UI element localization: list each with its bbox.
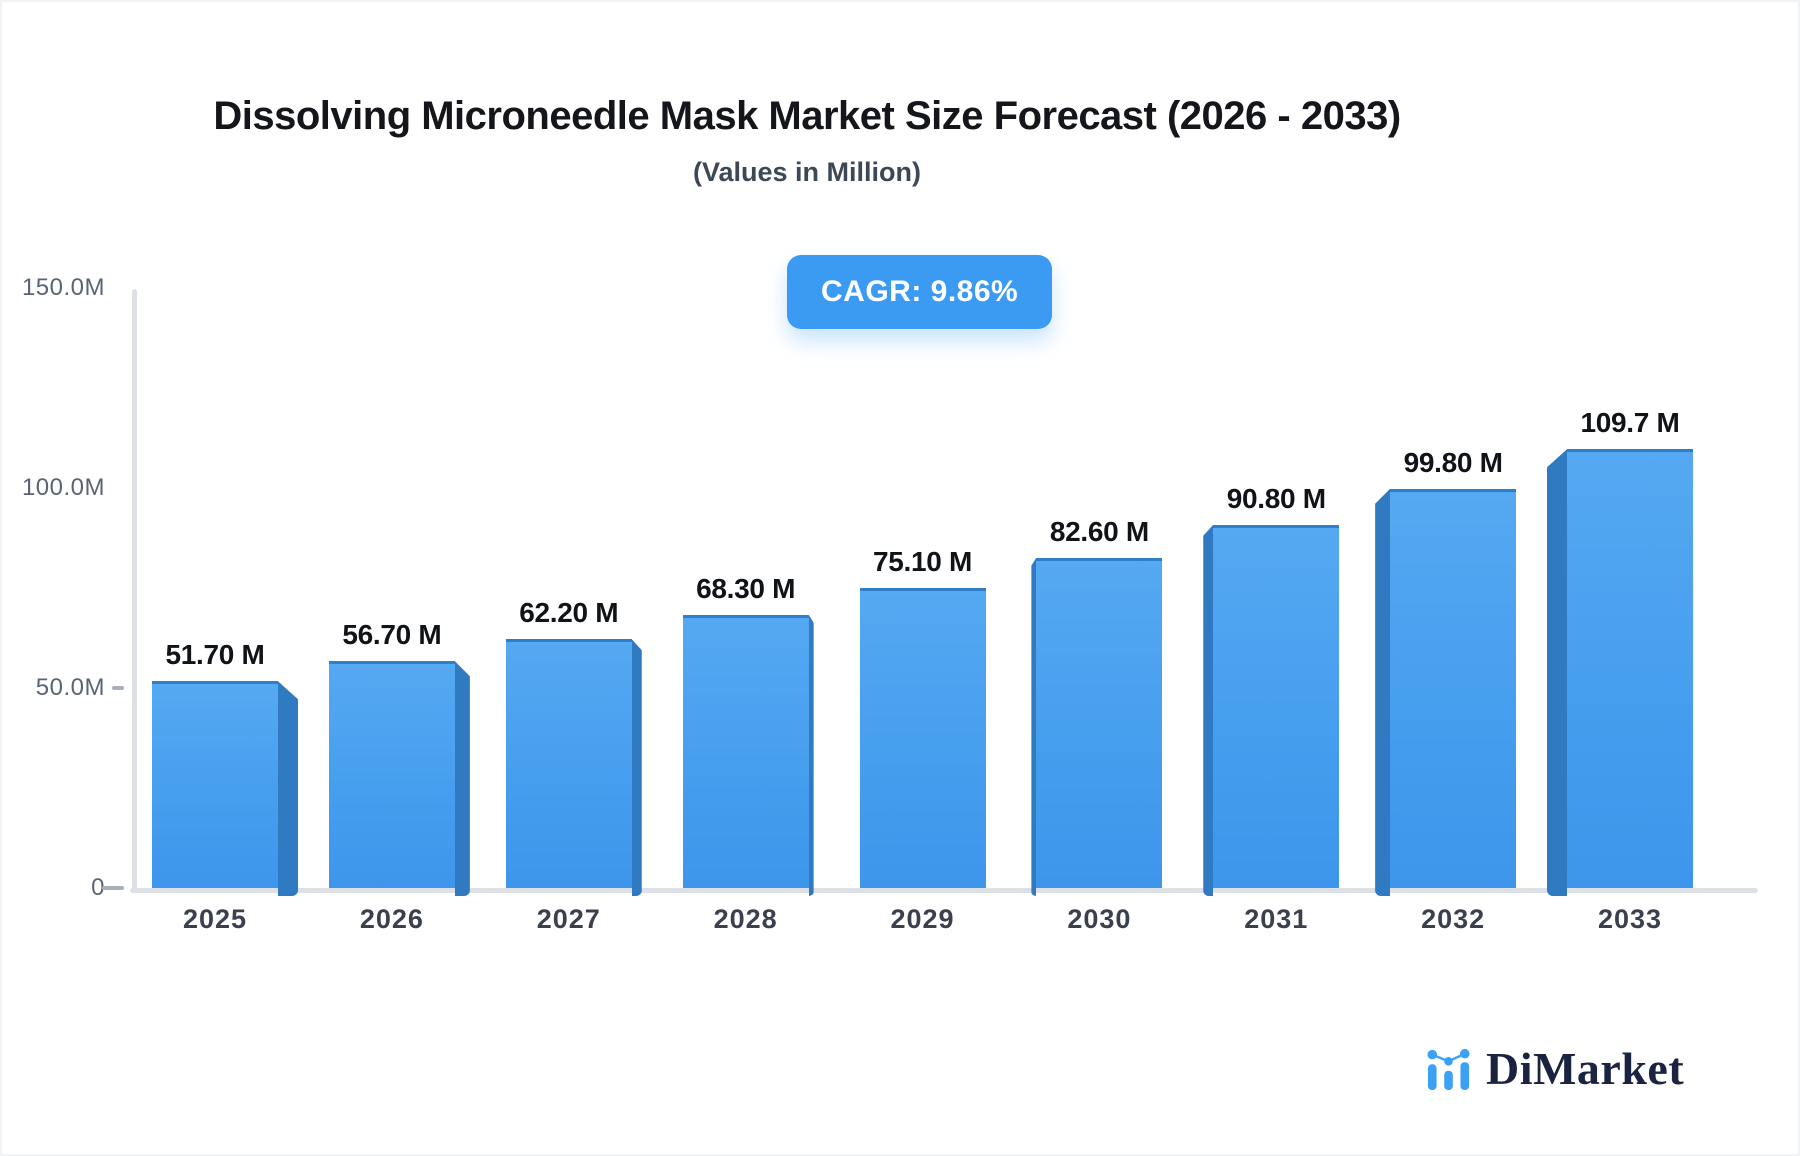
bar-value-label: 82.60 M — [1049, 515, 1149, 547]
brand-name: DiMarket — [1486, 1043, 1685, 1094]
x-axis-label: 2032 — [1421, 904, 1486, 934]
bar-side-face — [631, 639, 642, 896]
bar — [328, 661, 455, 888]
bar-side-face — [454, 661, 470, 896]
bar-side-face — [808, 614, 814, 896]
bar-side-face — [1031, 557, 1037, 896]
bar-side-face — [1547, 449, 1567, 896]
bar-value-label: 99.80 M — [1403, 446, 1503, 478]
bar-value-label: 56.70 M — [342, 619, 442, 651]
x-axis-label: 2031 — [1244, 904, 1309, 934]
bar-value-label: 109.7 M — [1580, 407, 1680, 439]
bar — [1390, 488, 1517, 888]
x-axis-label: 2029 — [890, 904, 955, 934]
x-axis-label: 2033 — [1597, 904, 1663, 934]
x-axis-line — [130, 888, 1758, 893]
bar — [1213, 524, 1340, 888]
bar — [505, 639, 632, 888]
cagr-badge: CAGR: 9.86% — [787, 255, 1053, 329]
bar — [859, 587, 986, 888]
page-title: Dissolving Microneedle Mask Market Size … — [213, 94, 1401, 138]
x-axis-label: 2028 — [713, 904, 778, 934]
x-axis-label: 2025 — [182, 904, 248, 934]
bar — [152, 681, 278, 888]
y-axis-label: 50.0M — [35, 674, 105, 701]
bar-value-label: 75.10 M — [872, 545, 973, 577]
bar-value-label: 51.70 M — [165, 639, 265, 671]
bar-side-face — [1203, 524, 1214, 896]
y-axis-label: 100.0M — [21, 474, 105, 501]
header: Dissolving Microneedle Mask Market Size … — [2, 94, 1612, 188]
x-axis-label: 2030 — [1067, 904, 1132, 934]
bar-value-label: 90.80 M — [1226, 482, 1326, 514]
bar — [1036, 557, 1163, 888]
bar-value-label: 62.20 M — [519, 597, 619, 629]
x-axis-label: 2026 — [359, 904, 424, 934]
y-axis-tick — [112, 686, 124, 690]
page-subtitle: (Values in Million) — [692, 157, 922, 187]
bar — [682, 614, 809, 888]
x-axis-label: 2027 — [536, 904, 601, 934]
y-axis-label: 0 — [91, 874, 105, 901]
bar-value-label: 68.30 M — [696, 572, 796, 604]
brand-logo: DiMarket — [1426, 1042, 1684, 1095]
y-axis-line — [132, 289, 137, 890]
bar — [1567, 449, 1693, 888]
y-axis-label: 150.0M — [21, 274, 105, 301]
bar-side-face — [1375, 488, 1391, 896]
y-axis-tick — [102, 886, 124, 890]
bar-side-face — [278, 681, 298, 896]
bar-chart-trend-logo-icon — [1427, 1048, 1470, 1090]
